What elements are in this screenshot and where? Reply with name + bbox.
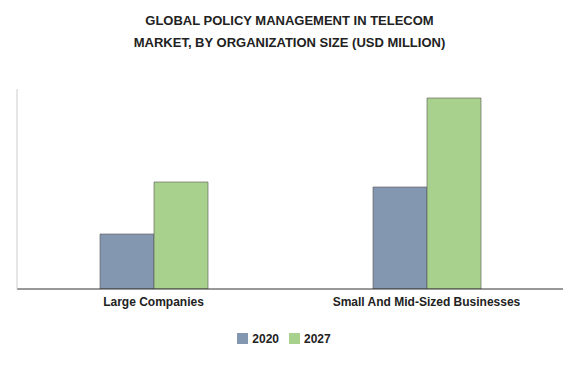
svg-text:Large Companies: Large Companies <box>103 295 204 309</box>
svg-text:Small And Mid-Sized Businesses: Small And Mid-Sized Businesses <box>333 295 521 309</box>
html-text:2027: 2027 <box>304 332 331 346</box>
html-text:GLOBAL POLICY MANAGEMENT IN TE: GLOBAL POLICY MANAGEMENT IN TELECOM MARK… <box>133 13 446 50</box>
html-text:2020: 2020 <box>252 332 279 346</box>
